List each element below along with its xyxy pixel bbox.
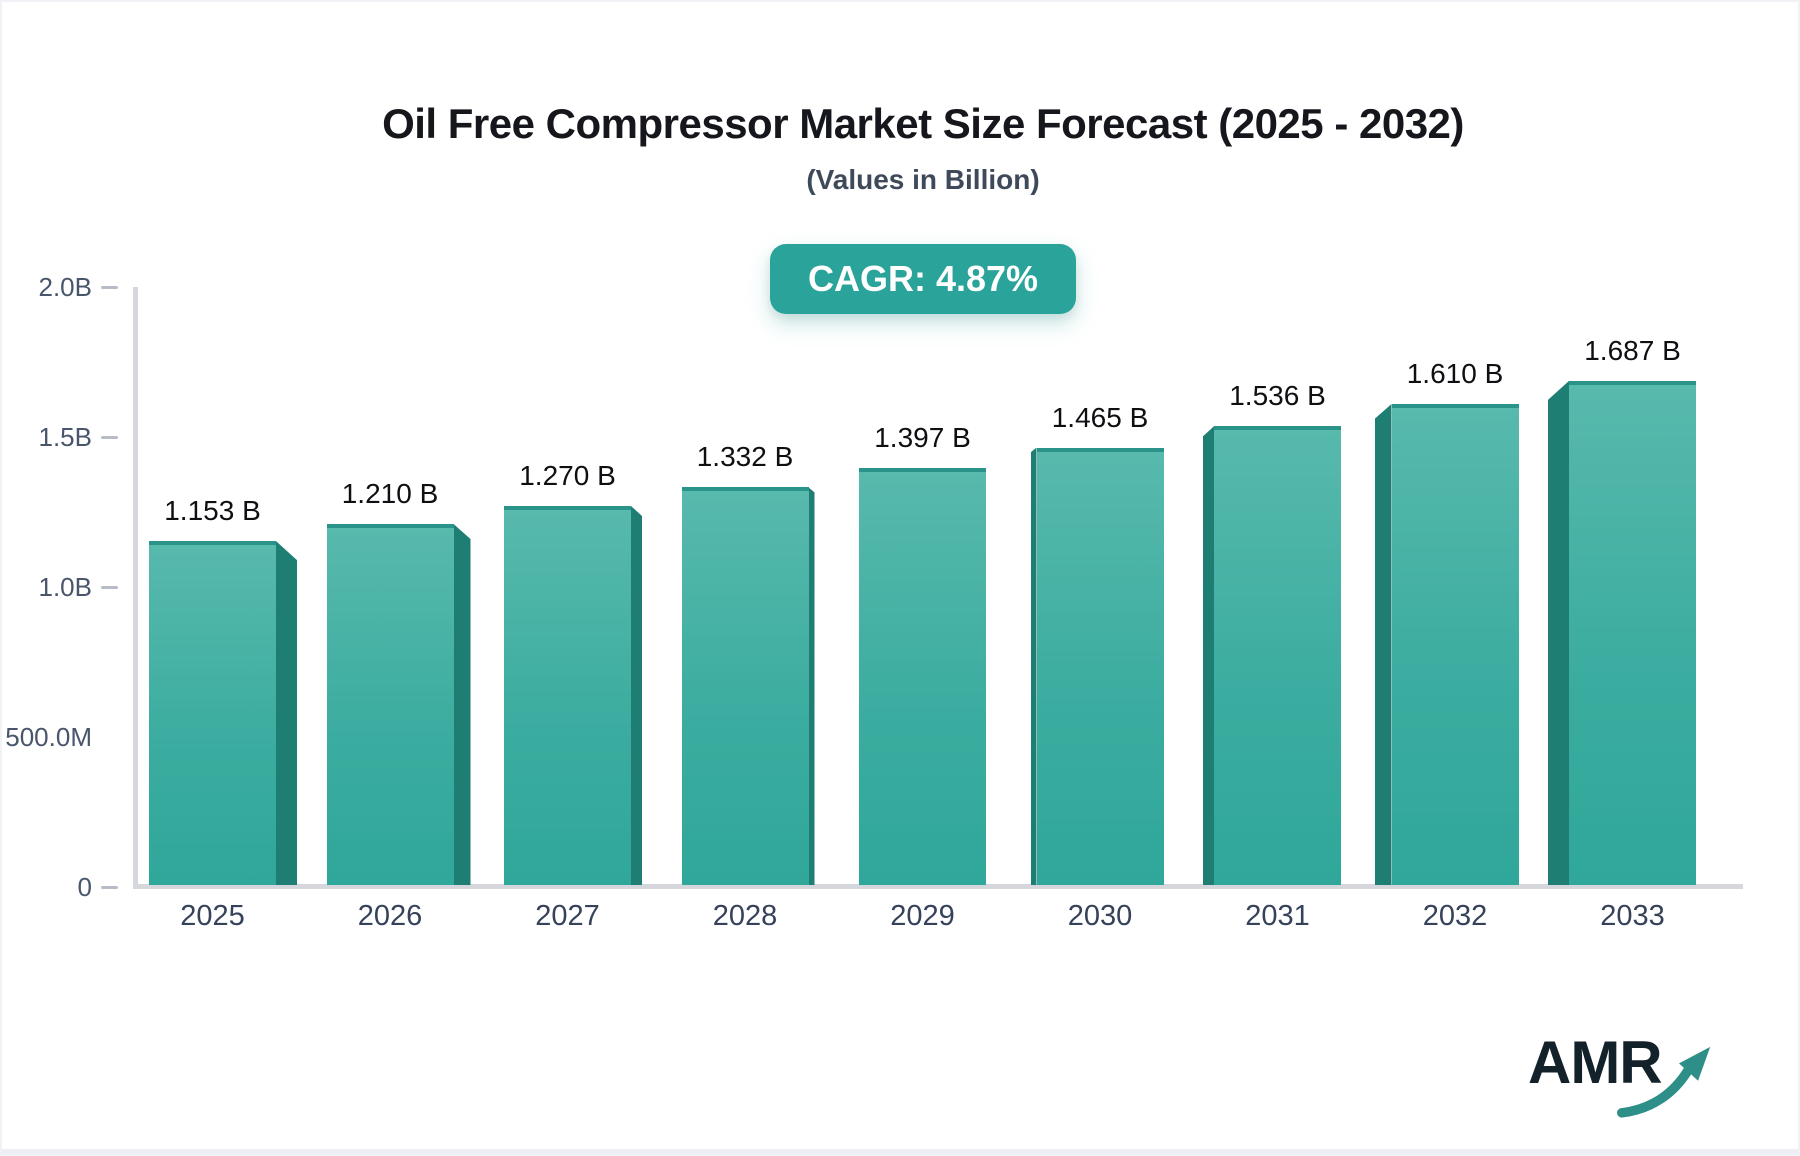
bar-value-label-2033: 1.687 B — [1584, 334, 1681, 366]
x-axis-line — [133, 884, 1743, 889]
chart-header: Oil Free Compressor Market Size Forecast… — [133, 0, 1713, 314]
bar-value-label-2032: 1.610 B — [1406, 358, 1504, 389]
y-tick-dash-1.5B — [101, 436, 118, 439]
y-tick-label-1.0B: 1.0B — [38, 572, 93, 602]
bar-2025 — [149, 541, 276, 885]
bar-value-label-2030: 1.465 B — [1051, 401, 1149, 433]
amr-logo-text: AMR — [1528, 1029, 1663, 1096]
y-tick-dash-1.0B — [101, 586, 118, 589]
x-axis-label-2025: 2025 — [180, 900, 245, 932]
y-tick-label-2.0B: 2.0B — [38, 272, 93, 302]
bar-2028 — [681, 487, 809, 885]
bar-side-2026 — [453, 524, 471, 885]
bar-2027 — [504, 506, 631, 885]
bar-value-label-2029: 1.397 B — [874, 421, 971, 453]
x-axis-label-2030: 2030 — [1067, 900, 1133, 932]
bar-side-2025 — [276, 541, 297, 885]
bar-value-label-2025: 1.153 B — [164, 495, 261, 527]
bar-side-2027 — [631, 506, 642, 885]
bar-side-2028 — [808, 487, 815, 885]
bar-side-2032 — [1374, 404, 1392, 885]
chart-title: Oil Free Compressor Market Size Forecast… — [382, 100, 1464, 147]
bar-value-label-2028: 1.332 B — [696, 441, 794, 473]
bar-side-2033 — [1548, 380, 1569, 885]
amr-logo: AMR — [1528, 1028, 1718, 1118]
bar-side-2030 — [1030, 447, 1037, 885]
bar-value-label-2027: 1.270 B — [519, 460, 616, 491]
y-axis-line — [133, 287, 138, 887]
y-tick-dash-0 — [101, 886, 118, 889]
bar-value-label-2026: 1.210 B — [341, 478, 439, 509]
x-axis-label-2031: 2031 — [1245, 900, 1310, 932]
bar-2030 — [1036, 447, 1164, 885]
x-axis-label-2032: 2032 — [1422, 900, 1488, 932]
chart-subtitle: (Values in Billion) — [806, 164, 1040, 195]
bar-2032 — [1391, 404, 1519, 885]
x-axis-label-2029: 2029 — [890, 900, 955, 932]
bar-2026 — [326, 524, 454, 885]
y-tick-label-0: 0 — [77, 872, 92, 902]
growth-arrow-icon — [1617, 1046, 1711, 1118]
x-axis-label-2027: 2027 — [535, 900, 600, 932]
x-axis-label-2033: 2033 — [1600, 900, 1665, 932]
y-tick-label-500.0M: 500.0M — [5, 722, 92, 752]
x-axis-label-2028: 2028 — [712, 900, 778, 932]
y-tick-dash-2.0B — [101, 286, 118, 289]
bar-2033 — [1569, 380, 1696, 885]
bar-2031 — [1214, 426, 1341, 885]
bar-2029 — [859, 467, 986, 885]
x-axis-label-2026: 2026 — [357, 900, 423, 932]
cagr-badge: CAGR: 4.87% — [769, 244, 1077, 314]
bar-side-2031 — [1203, 426, 1214, 885]
y-tick-label-1.5B: 1.5B — [38, 422, 93, 452]
bar-value-label-2031: 1.536 B — [1229, 380, 1326, 412]
